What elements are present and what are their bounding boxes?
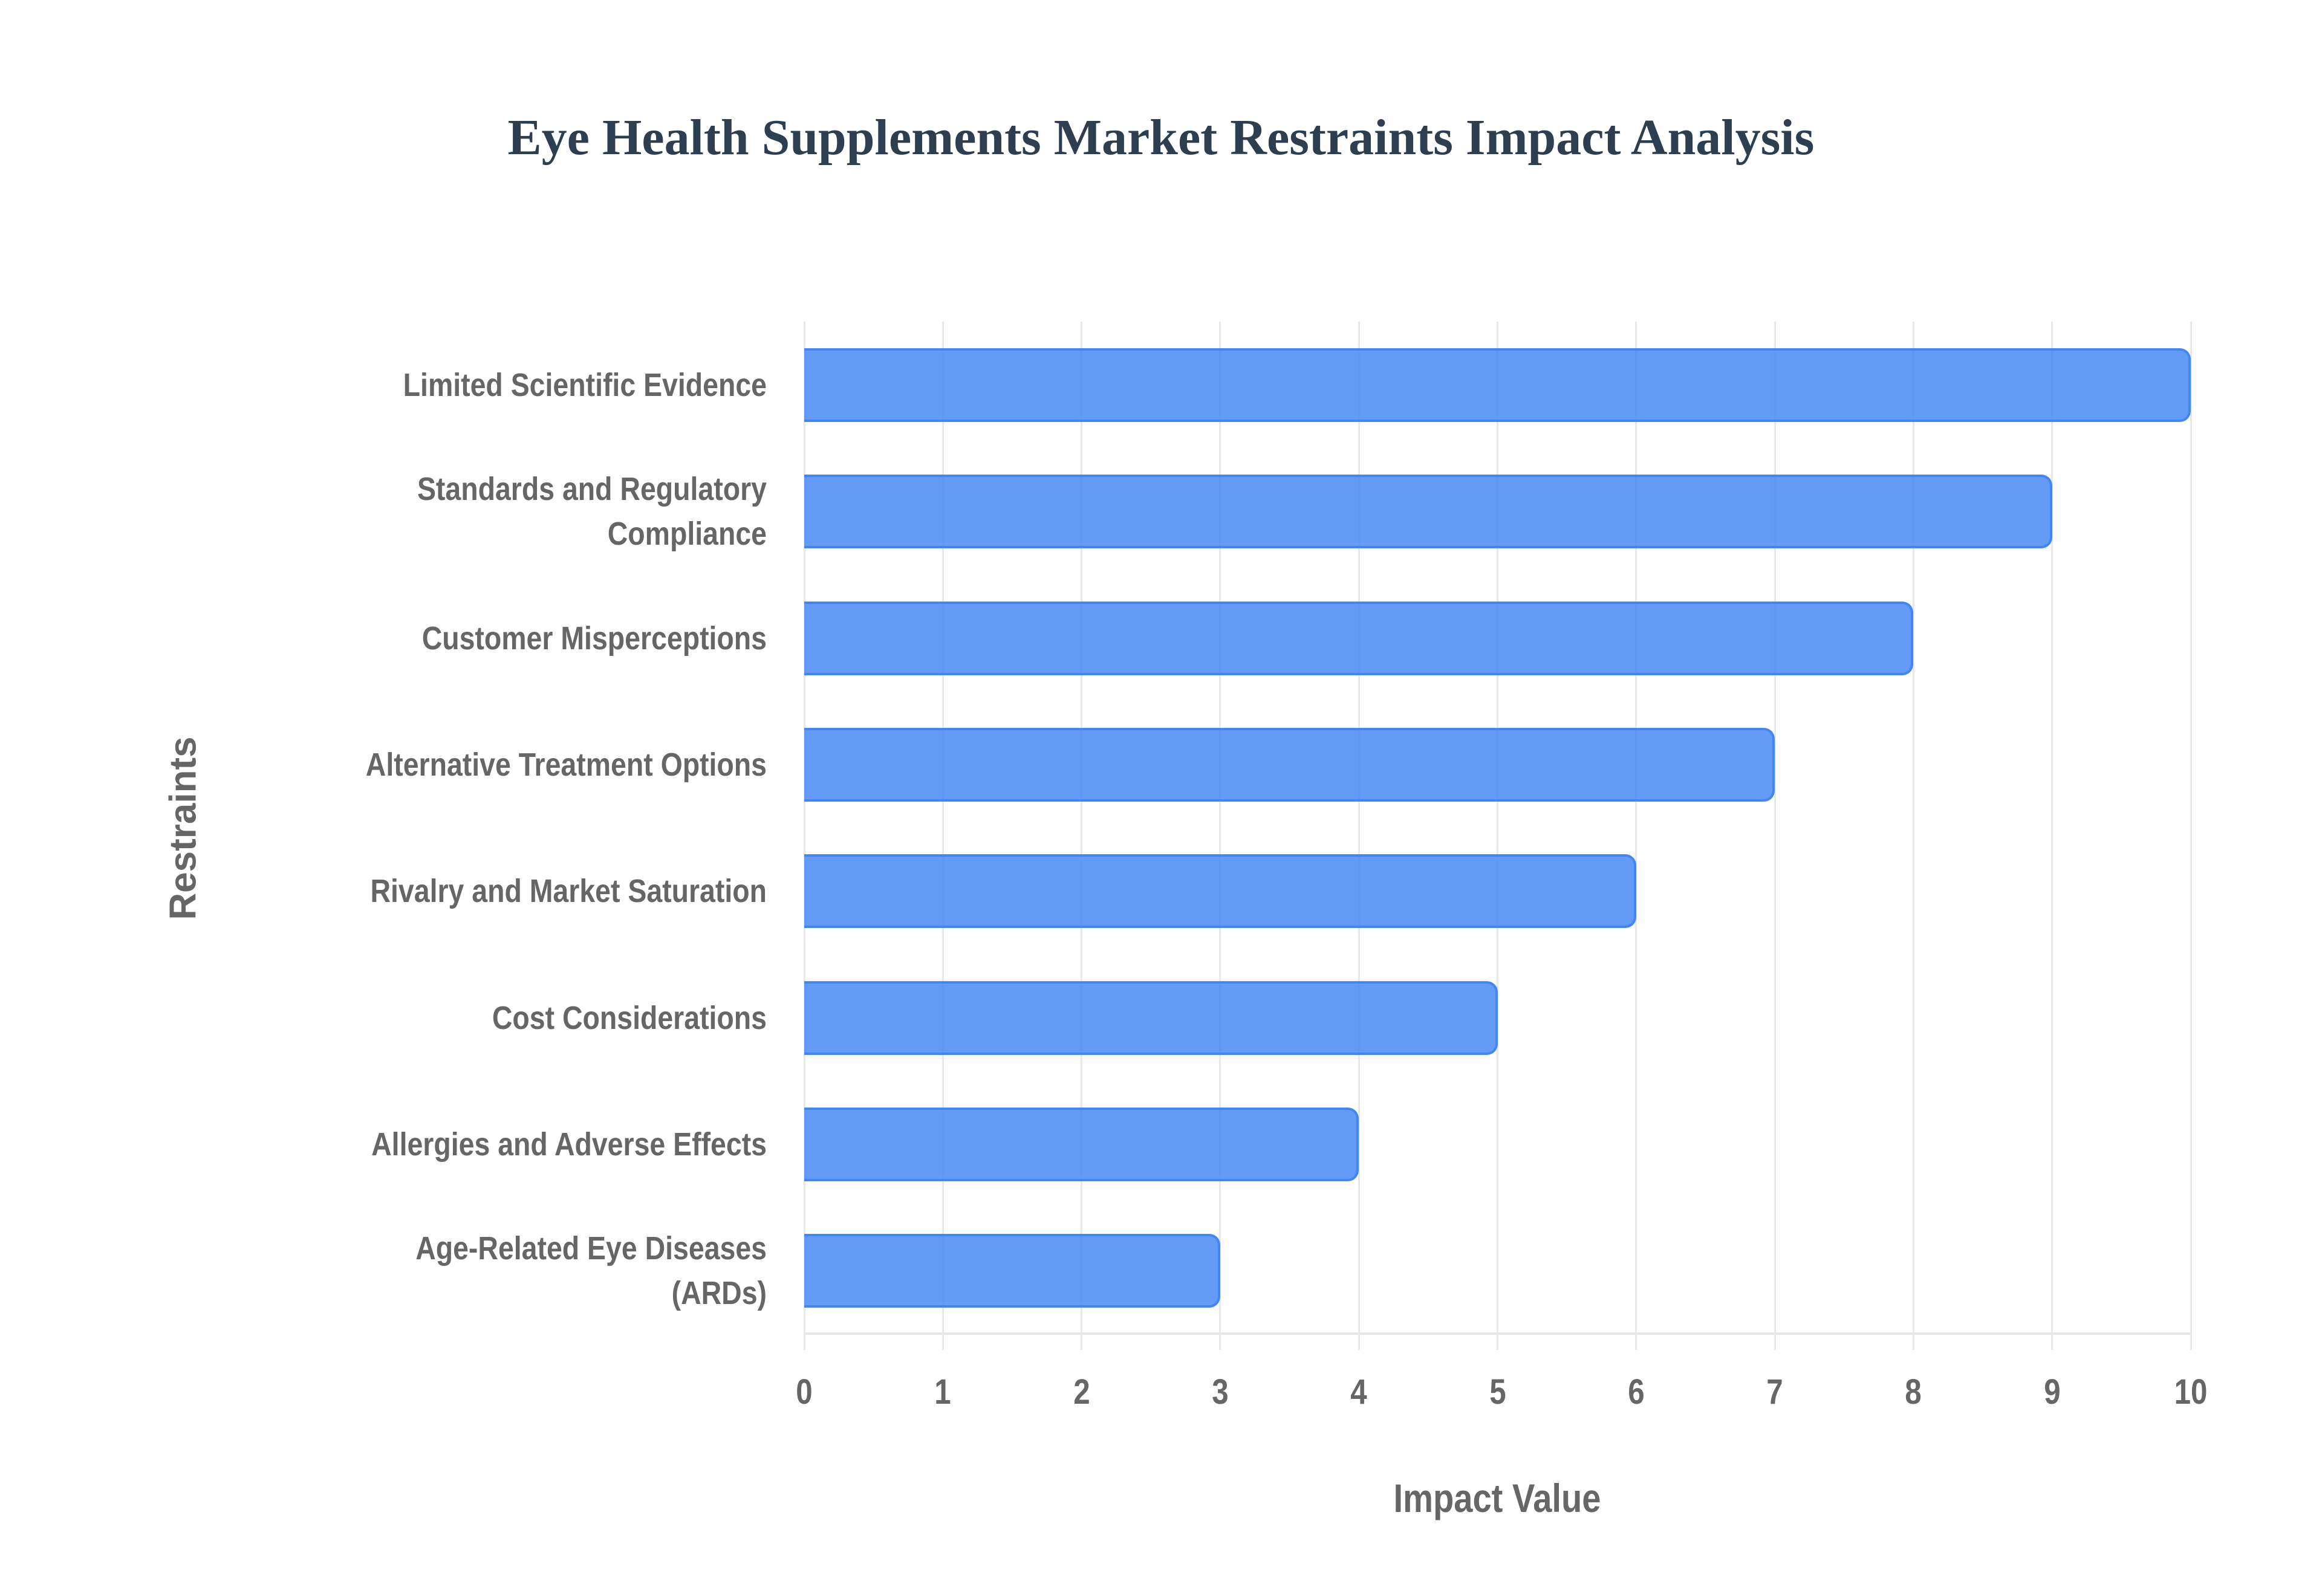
x-tick-label: 6 (1628, 1372, 1645, 1412)
plot-area (803, 322, 2192, 1350)
category-label-line: Rivalry and Market Saturation (370, 873, 767, 910)
y-category-label: Standards and Regulatory Compliance (195, 467, 767, 556)
y-category-label: Age-Related Eye Diseases (ARDs) (195, 1226, 767, 1315)
y-category-label: Customer Misperceptions (195, 616, 767, 661)
x-tick-label: 1 (934, 1372, 952, 1412)
bar[interactable] (804, 981, 1498, 1055)
gridline (2190, 322, 2192, 1350)
x-axis-title: Impact Value (1393, 1476, 1601, 1520)
x-tick-label: 2 (1073, 1372, 1090, 1412)
gridline (1219, 322, 1221, 1350)
y-category-label: Allergies and Adverse Effects (195, 1122, 767, 1167)
category-label-line: (ARDs) (671, 1275, 767, 1312)
y-category-label: Rivalry and Market Saturation (195, 869, 767, 913)
bar[interactable] (804, 601, 1914, 675)
gridline (2051, 322, 2054, 1350)
category-label-line: Limited Scientific Evidence (403, 367, 767, 403)
y-category-label: Cost Considerations (195, 996, 767, 1040)
bar[interactable] (804, 854, 1636, 929)
category-label-line: Compliance (607, 516, 767, 553)
gridline (941, 322, 944, 1350)
bar[interactable] (804, 727, 1775, 802)
x-tick-label: 8 (1905, 1372, 1922, 1412)
category-label-line: Allergies and Adverse Effects (371, 1126, 767, 1163)
category-label-line: Alternative Treatment Options (365, 746, 767, 783)
gridline (1912, 322, 1914, 1350)
category-label-line: Customer Misperceptions (421, 620, 767, 657)
gridline (803, 322, 805, 1350)
bar[interactable] (804, 475, 2052, 549)
x-tick-label: 3 (1212, 1372, 1229, 1412)
x-tick-label: 4 (1350, 1372, 1367, 1412)
y-category-label: Limited Scientific Evidence (195, 363, 767, 407)
x-tick-label: 0 (796, 1372, 813, 1412)
category-label-line: Cost Considerations (492, 999, 767, 1036)
x-tick-label: 5 (1489, 1372, 1506, 1412)
y-category-label: Alternative Treatment Options (195, 742, 767, 787)
x-tick-label: 9 (2043, 1372, 2061, 1412)
x-tick-label: 10 (2174, 1372, 2208, 1412)
gridline (1774, 322, 1776, 1350)
bar[interactable] (804, 1107, 1359, 1181)
chart-title: Eye Health Supplements Market Restraints… (507, 109, 1815, 166)
category-label-line: Standards and Regulatory (417, 471, 767, 508)
category-label-line: Age-Related Eye Diseases (415, 1230, 767, 1267)
bar[interactable] (804, 1234, 1220, 1308)
gridline (1497, 322, 1498, 1350)
bar[interactable] (804, 348, 2191, 422)
gridline (1358, 322, 1360, 1350)
gridline (1081, 322, 1083, 1350)
x-tick-label: 7 (1766, 1372, 1783, 1412)
gridline (1635, 322, 1637, 1350)
